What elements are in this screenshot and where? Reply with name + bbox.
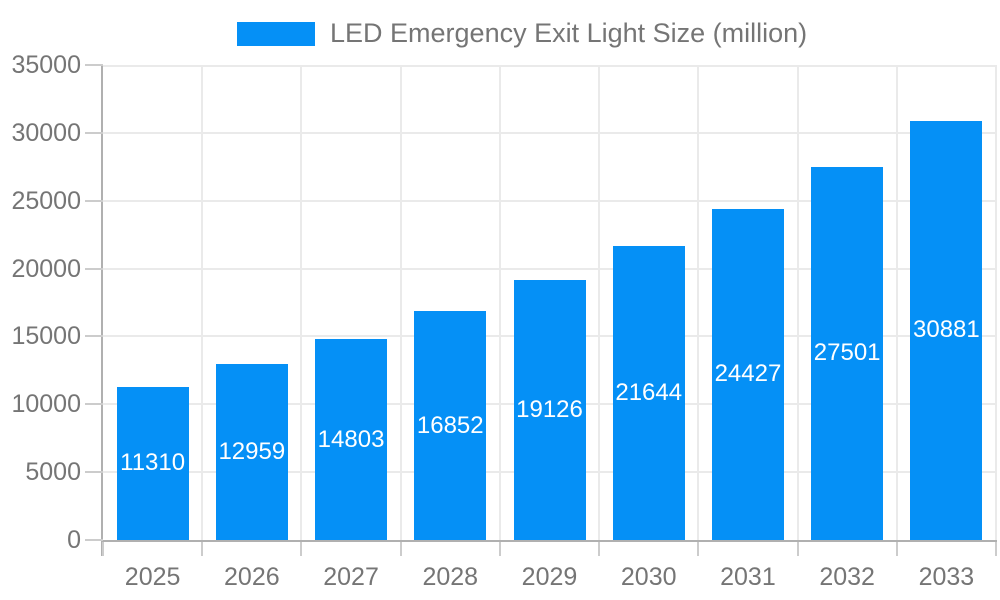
bar: 30881 (910, 120, 983, 540)
x-axis-tick-label: 2033 (918, 563, 975, 591)
x-axis-tick-label: 2025 (124, 563, 181, 591)
x-axis-tick-label: 2031 (720, 563, 776, 591)
y-axis-tick (85, 199, 103, 202)
v-gridline (498, 65, 501, 540)
v-gridline (598, 65, 601, 540)
x-axis-tick-label: 2030 (620, 563, 677, 591)
y-axis-tick-label: 25000 (11, 186, 81, 215)
x-axis-tick (399, 542, 402, 556)
bar-value-label: 11310 (120, 449, 186, 477)
y-axis-tick-label: 5000 (25, 458, 81, 487)
y-axis-tick (85, 335, 103, 338)
h-gridline (103, 65, 996, 67)
bar: 12959 (215, 364, 288, 540)
y-axis-tick-label: 0 (67, 526, 81, 554)
x-axis-tick (201, 542, 204, 556)
plot-area: 11310 12959 14803 16852 19126 21644 24427 27501… (103, 65, 997, 540)
bar-value-label: 21644 (615, 379, 683, 407)
y-axis-tick (85, 539, 103, 541)
h-gridline (103, 199, 996, 202)
bar: 16852 (414, 311, 487, 540)
bar: 27501 (811, 166, 884, 540)
y-axis-tick (85, 267, 103, 270)
v-gridline (399, 65, 402, 540)
x-axis-line (101, 540, 997, 542)
bar: 24427 (711, 208, 784, 540)
y-axis-tick (85, 64, 103, 66)
bar: 14803 (315, 339, 388, 540)
bar: 19126 (513, 280, 586, 540)
bar: 11310 (116, 386, 189, 540)
y-axis-line (101, 65, 103, 556)
bar-value-label: 19126 (516, 396, 583, 424)
bar-value-label: 12959 (218, 438, 286, 466)
y-axis-tick-label: 20000 (11, 254, 81, 283)
bar-value-label: 24427 (714, 360, 782, 388)
bar-value-label: 16852 (416, 411, 484, 439)
x-axis-tick (796, 542, 799, 556)
x-axis-tick-label: 2029 (521, 563, 578, 591)
v-gridline (697, 65, 700, 540)
y-axis-tick (85, 131, 103, 134)
x-axis-tick-label: 2032 (819, 563, 875, 591)
x-axis-tick (498, 542, 501, 556)
legend: LED Emergency Exit Light Size (million) (237, 18, 807, 49)
h-gridline (103, 267, 996, 270)
bar: 21644 (612, 246, 685, 540)
v-gridline (300, 65, 303, 540)
y-axis-tick-label: 35000 (11, 51, 81, 79)
x-axis-tick-label: 2028 (422, 563, 479, 591)
bar-value-label: 14803 (317, 425, 385, 453)
x-axis-tick (995, 542, 997, 556)
y-axis-tick-label: 30000 (11, 118, 81, 147)
h-gridline (103, 131, 996, 134)
legend-swatch (237, 21, 315, 46)
x-axis-tick-label: 2026 (224, 563, 280, 591)
x-axis-tick-label: 2027 (323, 563, 379, 591)
v-gridline (201, 65, 204, 540)
y-axis-tick (85, 471, 103, 474)
bar-value-label: 27501 (813, 339, 881, 367)
v-gridline (796, 65, 799, 540)
y-axis-tick-label: 15000 (11, 322, 81, 351)
y-axis-tick (85, 403, 103, 406)
legend-label: LED Emergency Exit Light Size (million) (330, 18, 808, 48)
x-axis-tick (300, 542, 303, 556)
x-axis-tick (697, 542, 700, 556)
bar-value-label: 30881 (913, 316, 980, 344)
y-axis-tick-label: 10000 (11, 390, 81, 419)
v-gridline (995, 65, 997, 540)
x-axis-tick (895, 542, 898, 556)
x-axis-tick (598, 542, 601, 556)
x-axis-tick (102, 542, 104, 556)
v-gridline (895, 65, 898, 540)
